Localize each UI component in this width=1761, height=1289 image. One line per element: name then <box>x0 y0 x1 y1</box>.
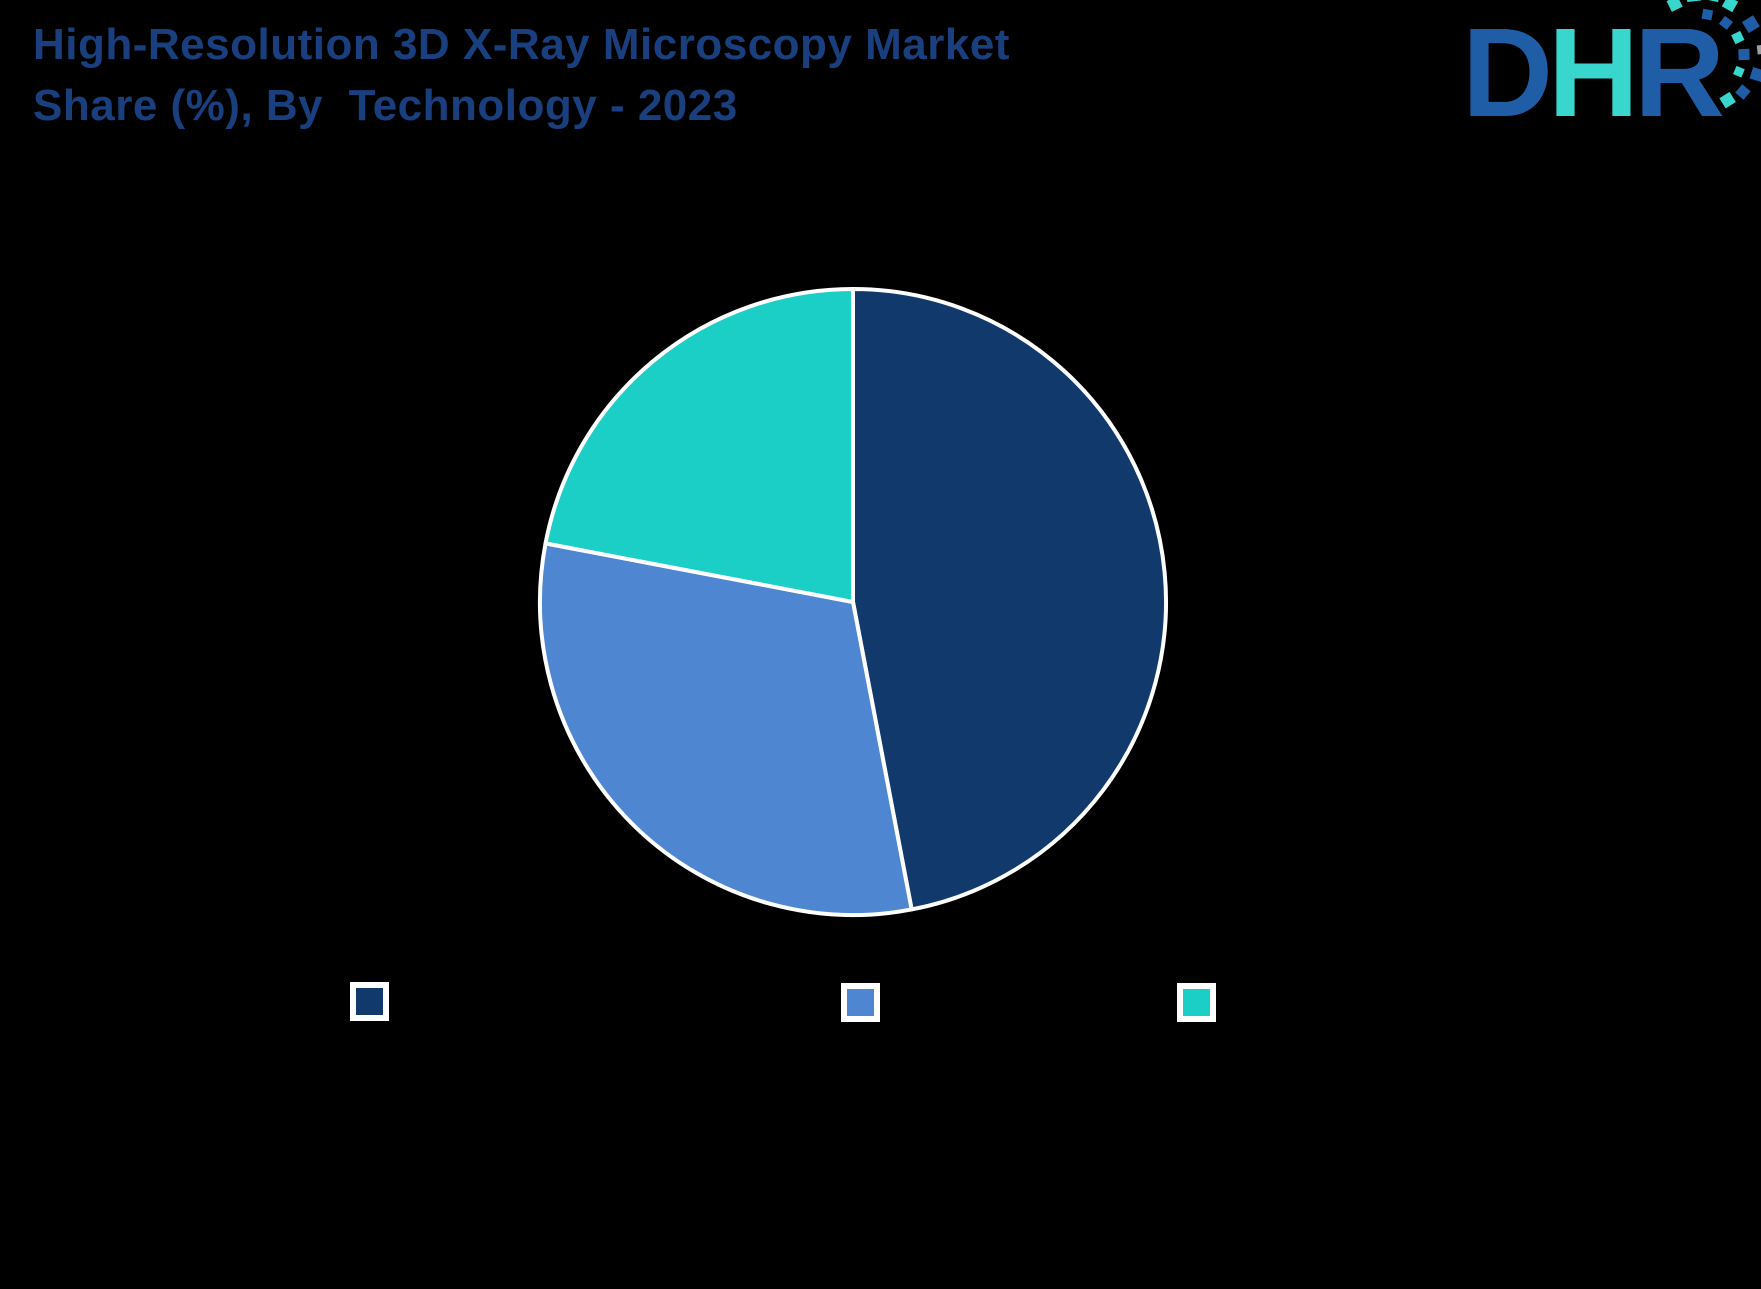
logo-letters: D H R <box>1462 2 1725 143</box>
logo-letter-d: D <box>1462 2 1553 143</box>
chart-title: High-Resolution 3D X-Ray Microscopy Mark… <box>33 20 1010 130</box>
legend-swatch-teal <box>1177 983 1216 1022</box>
legend-item <box>1177 983 1228 1022</box>
pie-slice <box>543 287 855 604</box>
legend-item <box>350 982 401 1021</box>
legend-item <box>841 983 892 1022</box>
legend-swatch-blue <box>841 983 880 1022</box>
logo-dots-swirl-icon <box>1666 0 1761 109</box>
pie-slice <box>537 541 914 918</box>
pie-slice <box>851 287 1168 912</box>
logo-letter-r: R <box>1634 2 1725 143</box>
logo-letter-h: H <box>1548 2 1639 143</box>
pie-chart <box>537 287 1168 918</box>
dhr-logo: D H R <box>1462 0 1761 154</box>
legend-swatch-navy <box>350 982 389 1021</box>
